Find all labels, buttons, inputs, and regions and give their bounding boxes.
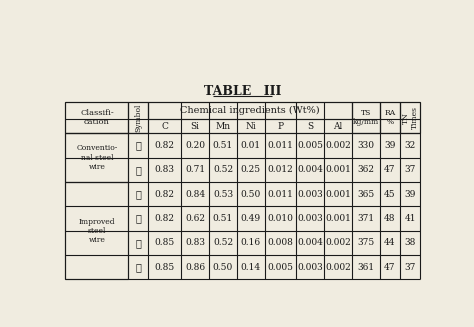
- Text: TABLE III: TABLE III: [204, 85, 282, 98]
- Text: Chemical ingredients (Wt%): Chemical ingredients (Wt%): [180, 106, 319, 115]
- Text: RA
%: RA %: [384, 109, 395, 126]
- Text: 0.003: 0.003: [297, 190, 323, 198]
- Text: Ⓔ: Ⓔ: [135, 238, 141, 248]
- Text: 375: 375: [357, 238, 374, 248]
- Text: 362: 362: [357, 165, 374, 174]
- Text: 0.003: 0.003: [297, 214, 323, 223]
- Text: Ⓒ: Ⓒ: [135, 189, 141, 199]
- Text: 0.25: 0.25: [241, 165, 261, 174]
- Text: Ⓐ: Ⓐ: [135, 140, 141, 150]
- Text: Improved
steel
wire: Improved steel wire: [79, 217, 115, 244]
- Text: 0.004: 0.004: [297, 165, 323, 174]
- Text: P: P: [277, 122, 283, 131]
- Text: 0.20: 0.20: [185, 141, 205, 150]
- Text: 0.51: 0.51: [213, 214, 233, 223]
- Text: 0.84: 0.84: [185, 190, 205, 198]
- Bar: [148, 103, 351, 119]
- Text: 0.008: 0.008: [267, 238, 293, 248]
- Bar: [380, 103, 400, 133]
- Text: 0.50: 0.50: [213, 263, 233, 272]
- Text: TS
kg/mm: TS kg/mm: [353, 109, 379, 126]
- Text: 37: 37: [404, 263, 416, 272]
- Text: S: S: [307, 122, 313, 131]
- Text: Mn: Mn: [216, 122, 230, 131]
- Text: 0.001: 0.001: [325, 190, 351, 198]
- Text: 0.010: 0.010: [267, 214, 293, 223]
- Text: 0.002: 0.002: [325, 238, 351, 248]
- Text: 0.005: 0.005: [297, 141, 323, 150]
- Text: 371: 371: [357, 214, 374, 223]
- Text: 0.003: 0.003: [297, 263, 323, 272]
- Text: 0.16: 0.16: [241, 238, 261, 248]
- Text: 0.011: 0.011: [267, 141, 293, 150]
- Text: Ⓕ: Ⓕ: [135, 262, 141, 272]
- Text: 0.85: 0.85: [155, 238, 175, 248]
- Text: 0.14: 0.14: [241, 263, 261, 272]
- Text: 44: 44: [384, 238, 396, 248]
- Text: Symbol: Symbol: [134, 104, 142, 132]
- Text: 41: 41: [404, 214, 416, 223]
- Text: 361: 361: [357, 263, 374, 272]
- Text: 330: 330: [357, 141, 374, 150]
- Text: 0.001: 0.001: [325, 165, 351, 174]
- Text: 39: 39: [384, 141, 395, 150]
- Text: Ⓓ: Ⓓ: [135, 214, 141, 224]
- Text: 0.50: 0.50: [241, 190, 261, 198]
- Text: 0.002: 0.002: [325, 263, 351, 272]
- Text: 0.82: 0.82: [155, 190, 174, 198]
- Text: 0.53: 0.53: [213, 190, 233, 198]
- Text: 37: 37: [404, 165, 416, 174]
- Text: 0.012: 0.012: [268, 165, 293, 174]
- Text: 0.85: 0.85: [155, 263, 175, 272]
- Text: 32: 32: [405, 141, 416, 150]
- Text: 39: 39: [404, 190, 416, 198]
- Text: 365: 365: [357, 190, 374, 198]
- Bar: [66, 133, 128, 181]
- Bar: [352, 103, 379, 133]
- Text: Ni: Ni: [246, 122, 256, 131]
- Text: 0.82: 0.82: [155, 214, 174, 223]
- Text: 0.01: 0.01: [241, 141, 261, 150]
- Text: Ⓑ: Ⓑ: [135, 165, 141, 175]
- Bar: [66, 103, 128, 133]
- Text: 0.83: 0.83: [185, 238, 205, 248]
- Text: 0.83: 0.83: [155, 165, 174, 174]
- Text: 0.52: 0.52: [213, 238, 233, 248]
- Text: 0.49: 0.49: [241, 214, 261, 223]
- Text: 0.52: 0.52: [213, 165, 233, 174]
- Text: Al: Al: [333, 122, 343, 131]
- Text: 0.001: 0.001: [325, 214, 351, 223]
- Text: TN
Times: TN Times: [401, 106, 419, 129]
- Text: 0.62: 0.62: [185, 214, 205, 223]
- Text: 47: 47: [384, 263, 396, 272]
- Text: 47: 47: [384, 165, 396, 174]
- Bar: [129, 103, 147, 133]
- Text: 0.82: 0.82: [155, 141, 174, 150]
- Text: 0.004: 0.004: [297, 238, 323, 248]
- Text: 38: 38: [404, 238, 416, 248]
- Bar: [401, 103, 420, 133]
- Text: 45: 45: [384, 190, 396, 198]
- Text: 0.002: 0.002: [325, 141, 351, 150]
- Text: Si: Si: [191, 122, 200, 131]
- Text: 48: 48: [384, 214, 396, 223]
- Text: 0.011: 0.011: [267, 190, 293, 198]
- Text: 0.005: 0.005: [267, 263, 293, 272]
- Text: 0.86: 0.86: [185, 263, 205, 272]
- Text: Classifi-
cation: Classifi- cation: [80, 109, 114, 126]
- Bar: [66, 182, 128, 279]
- Text: C: C: [161, 122, 168, 131]
- Text: 0.71: 0.71: [185, 165, 205, 174]
- Text: 0.51: 0.51: [213, 141, 233, 150]
- Text: Conventio-
nal steel
wire: Conventio- nal steel wire: [76, 144, 118, 171]
